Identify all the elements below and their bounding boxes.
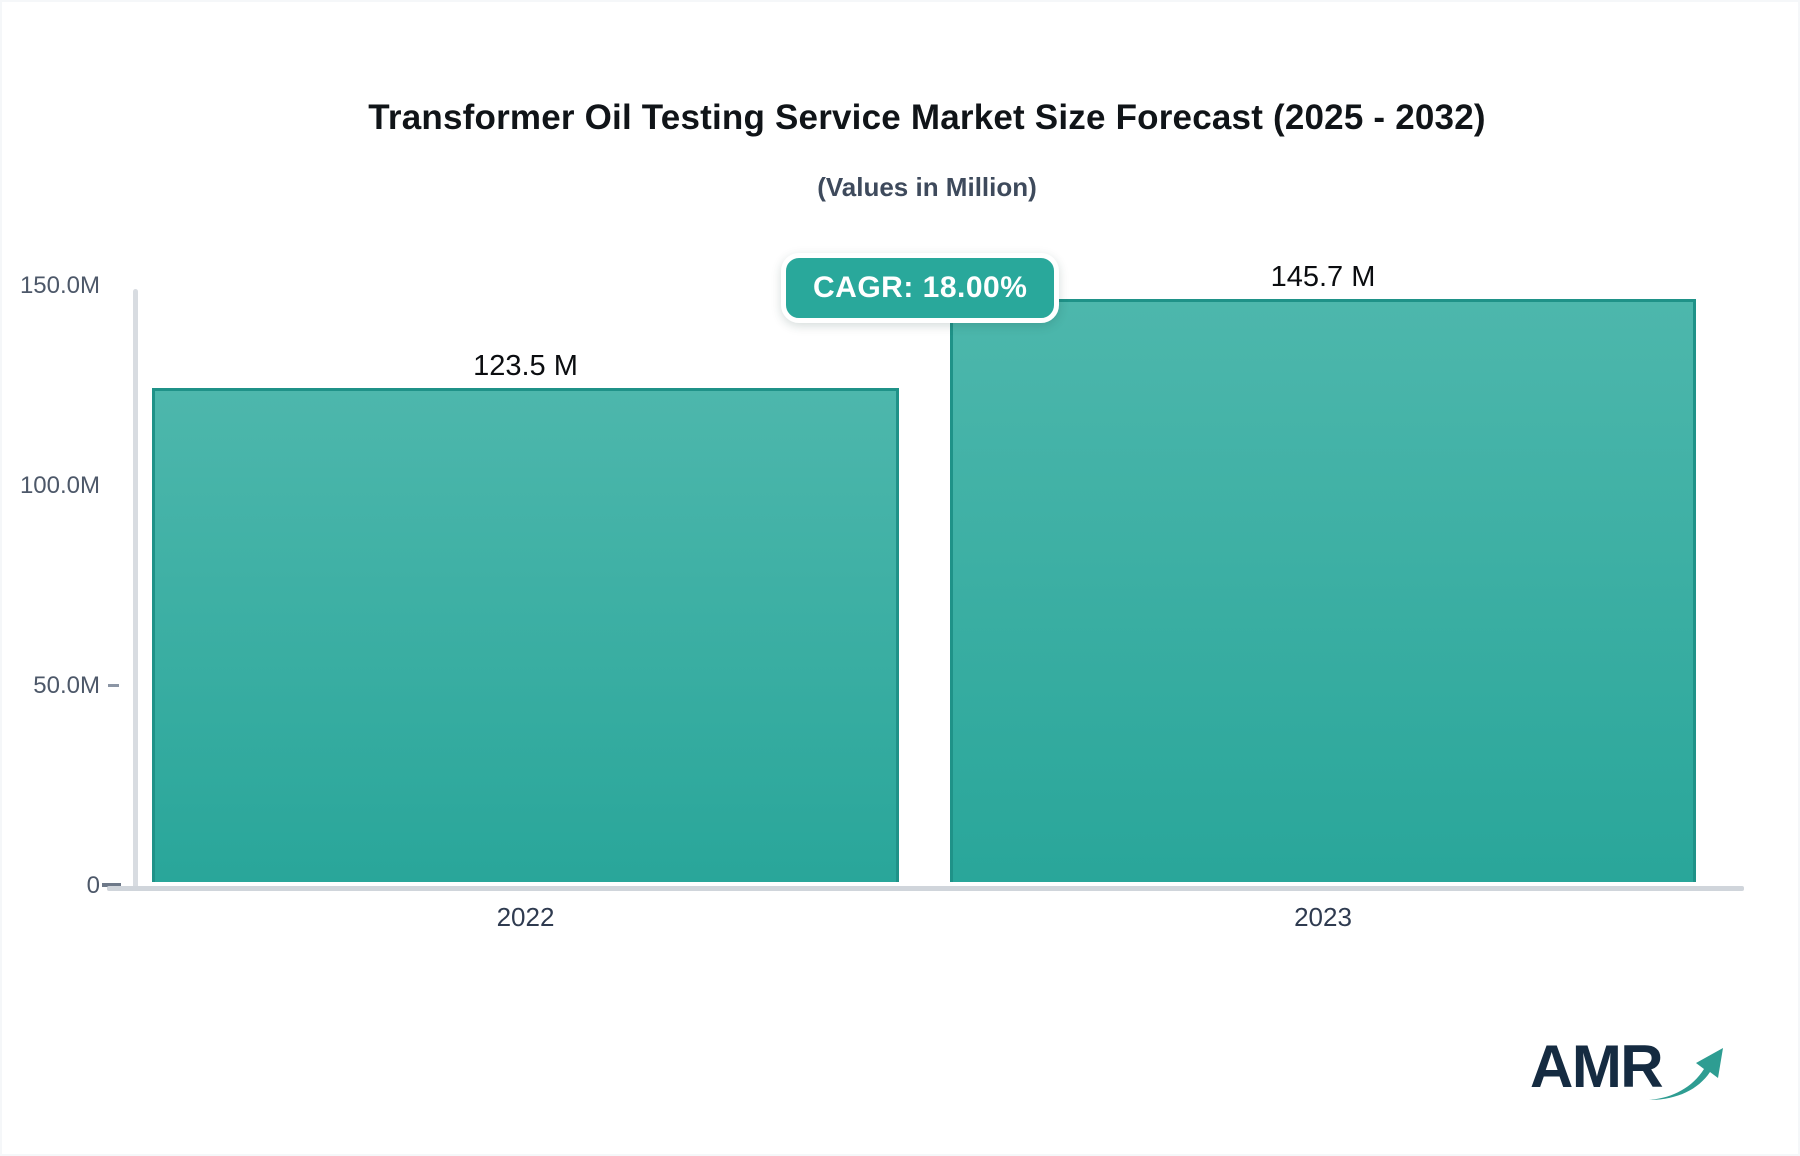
y-tick-mark-50 [108,684,119,687]
y-axis-line [133,289,138,890]
y-tick-label-150: 150.0M [19,272,100,299]
growth-arrow-icon [1646,1038,1728,1113]
chart-subtitle: (Values in Million) [817,172,1037,202]
x-axis-baseline [107,886,1744,891]
amr-logo: AMR [1530,1032,1728,1113]
bar-2023-value-label: 145.7 M [1270,261,1376,293]
y-tick-label-100: 100.0M [19,472,100,499]
amr-logo-text: AMR [1530,1033,1664,1100]
x-axis-label-2022: 2022 [496,902,555,932]
y-tick-mark-0 [102,883,121,887]
bar-2023: 145.7 M [950,261,1696,882]
x-axis-label-2023: 2023 [1294,902,1352,932]
bar-2022-value-label: 123.5 M [473,350,578,382]
chart-title: Transformer Oil Testing Service Market S… [368,98,1486,137]
cagr-badge: CAGR: 18.00% [781,253,1060,323]
y-tick-label-50: 50.0M [33,672,100,699]
y-tick-label-0: 0 [86,872,100,899]
bar-2022: 123.5 M [152,350,899,882]
